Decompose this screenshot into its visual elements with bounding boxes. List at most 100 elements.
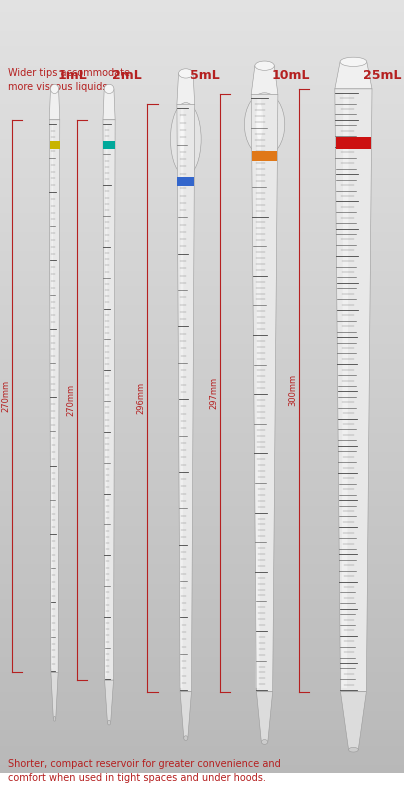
Bar <box>0 541 403 545</box>
Bar <box>0 472 403 476</box>
Text: 1mL: 1mL <box>57 69 87 83</box>
Bar <box>0 263 403 266</box>
Bar <box>0 336 403 340</box>
Polygon shape <box>334 62 371 89</box>
Bar <box>0 317 403 321</box>
Bar <box>251 151 276 161</box>
Polygon shape <box>251 66 277 94</box>
Bar <box>0 351 403 355</box>
Bar <box>0 248 403 252</box>
Bar <box>0 244 403 248</box>
Bar <box>0 479 403 483</box>
Bar <box>0 533 403 537</box>
Bar <box>0 93 403 97</box>
Text: Shorter, compact reservoir for greater convenience and
comfort when used in tigh: Shorter, compact reservoir for greater c… <box>8 759 280 783</box>
Polygon shape <box>251 94 277 692</box>
Text: 300mm: 300mm <box>288 374 297 406</box>
Bar <box>0 4 403 8</box>
Bar <box>0 224 403 228</box>
Bar <box>0 290 403 294</box>
Bar <box>0 688 403 692</box>
Bar <box>0 383 403 387</box>
Ellipse shape <box>107 720 110 725</box>
Bar <box>0 583 403 587</box>
Bar <box>0 54 403 58</box>
Bar <box>0 549 403 553</box>
Bar <box>0 676 403 680</box>
Bar <box>0 476 403 479</box>
Bar <box>0 490 403 494</box>
Bar <box>0 77 403 81</box>
Ellipse shape <box>183 736 187 740</box>
Text: 270mm: 270mm <box>66 384 75 416</box>
Bar <box>0 66 403 69</box>
Bar <box>0 46 403 50</box>
Bar <box>0 16 403 20</box>
Text: Wider tips accommodate
more viscous liquids.: Wider tips accommodate more viscous liqu… <box>8 68 130 92</box>
Bar <box>0 232 403 236</box>
Polygon shape <box>256 692 272 742</box>
Bar <box>0 166 403 170</box>
Bar <box>0 259 403 263</box>
Text: 5mL: 5mL <box>190 69 220 83</box>
Bar <box>0 556 403 560</box>
Bar <box>0 309 403 313</box>
Ellipse shape <box>255 103 263 139</box>
Bar <box>0 444 403 448</box>
Bar <box>0 97 403 101</box>
Bar <box>0 355 403 359</box>
Bar <box>0 182 403 185</box>
Bar <box>0 637 403 641</box>
Bar <box>0 344 403 347</box>
Bar <box>0 591 403 595</box>
Bar <box>0 696 403 700</box>
Bar <box>0 754 403 758</box>
Bar <box>0 506 403 510</box>
Bar <box>0 742 403 746</box>
Bar <box>0 220 403 224</box>
Bar <box>0 619 403 623</box>
Bar <box>0 572 403 576</box>
Bar <box>0 31 403 35</box>
Bar <box>0 464 403 468</box>
Bar <box>0 769 403 773</box>
Text: 270mm: 270mm <box>2 380 11 412</box>
Bar <box>0 151 403 155</box>
Polygon shape <box>51 672 58 718</box>
Bar <box>0 305 403 309</box>
Bar <box>0 23 403 27</box>
Bar <box>0 394 403 398</box>
Ellipse shape <box>254 61 274 70</box>
Bar <box>0 123 403 127</box>
Bar <box>0 707 403 711</box>
Bar <box>0 252 403 255</box>
Bar <box>0 367 403 371</box>
Bar <box>0 530 403 533</box>
Bar <box>0 270 403 274</box>
Bar <box>0 526 403 530</box>
Bar <box>0 298 403 301</box>
Bar <box>0 105 403 108</box>
Bar <box>0 603 403 607</box>
Bar <box>0 27 403 31</box>
Bar <box>0 402 403 406</box>
Polygon shape <box>334 89 371 692</box>
Bar <box>0 703 403 707</box>
Bar <box>0 417 403 421</box>
Polygon shape <box>341 93 348 688</box>
Bar <box>0 700 403 703</box>
Bar <box>0 69 403 73</box>
Bar <box>0 522 403 526</box>
Polygon shape <box>176 105 194 692</box>
Bar <box>0 162 403 166</box>
Bar <box>0 20 403 23</box>
Bar <box>0 139 403 143</box>
Bar <box>0 379 403 383</box>
Ellipse shape <box>53 717 56 721</box>
Bar <box>0 607 403 611</box>
Bar <box>177 177 194 186</box>
Bar <box>0 452 403 456</box>
Bar <box>0 62 403 66</box>
Bar <box>0 282 403 286</box>
Bar <box>0 468 403 472</box>
